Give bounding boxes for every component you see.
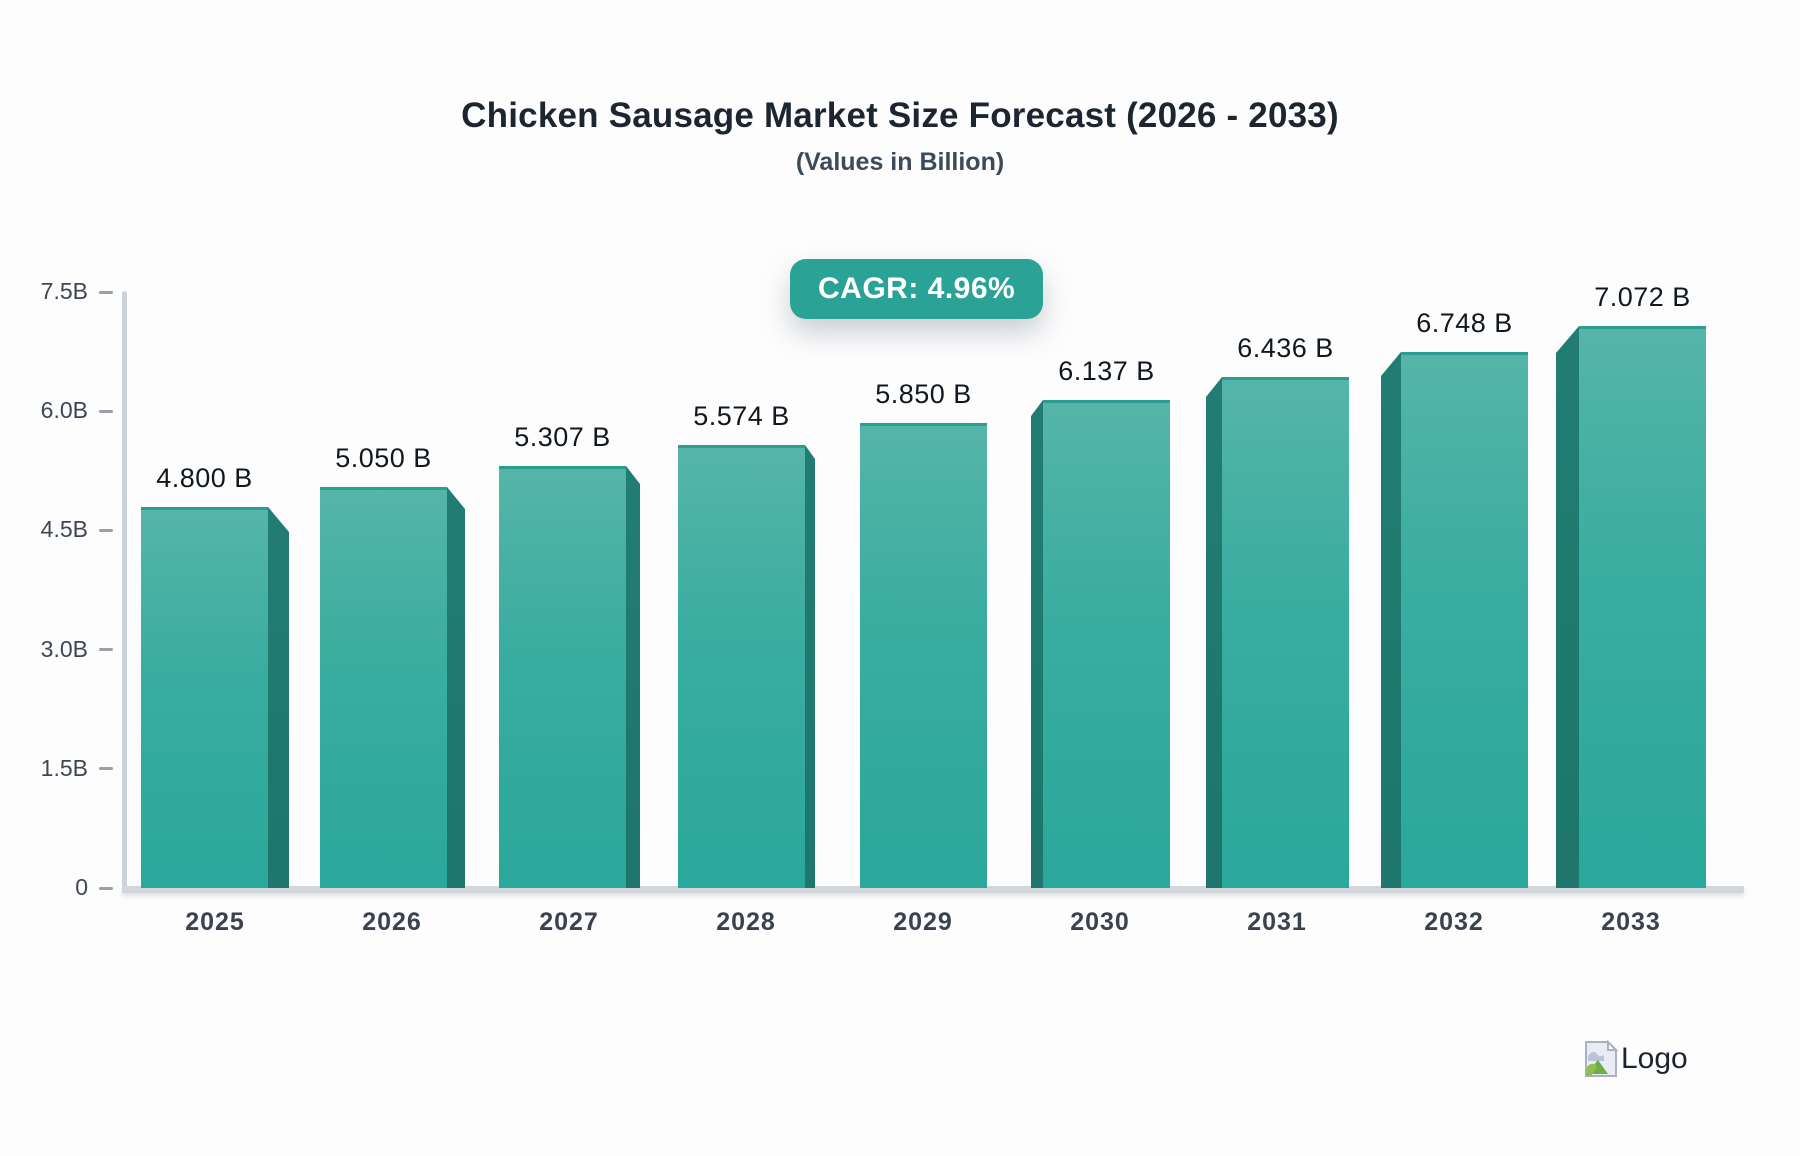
y-axis-label: 0 xyxy=(75,874,88,900)
bar-face xyxy=(1043,400,1170,888)
bar-value-label: 5.574 B xyxy=(693,401,790,431)
bar-side-face xyxy=(1031,400,1043,888)
bar-2025 xyxy=(141,507,289,888)
x-axis-label: 2028 xyxy=(716,908,776,936)
bar-2029 xyxy=(860,423,987,888)
bar-value-label: 4.800 B xyxy=(156,463,253,493)
x-axis-label: 2031 xyxy=(1247,908,1307,936)
bar-face xyxy=(678,445,805,888)
x-axis-label: 2030 xyxy=(1070,908,1130,936)
y-axis-tick xyxy=(99,409,113,413)
chart-title: Chicken Sausage Market Size Forecast (20… xyxy=(461,96,1339,135)
logo-footer: Logo xyxy=(1583,1040,1688,1078)
bar-side-face xyxy=(1556,326,1579,888)
bar-side-face xyxy=(268,507,289,888)
y-axis-tick xyxy=(99,648,113,652)
y-axis-label: 1.5B xyxy=(40,754,88,781)
bar-2030 xyxy=(1031,400,1170,888)
bar-2026 xyxy=(320,487,465,888)
y-axis-tick xyxy=(99,528,113,532)
x-axis-label: 2025 xyxy=(185,908,245,936)
bar-2031 xyxy=(1206,377,1349,888)
bar-2032 xyxy=(1381,352,1528,888)
y-axis-tick xyxy=(99,767,113,771)
x-axis-baseline xyxy=(122,886,1744,893)
logo-alt-text: Logo xyxy=(1621,1042,1688,1075)
bar-face xyxy=(860,423,987,888)
bar-side-face xyxy=(1206,377,1222,888)
bar-face xyxy=(499,466,626,888)
bar-side-face xyxy=(626,466,640,888)
bar-value-label: 5.050 B xyxy=(335,443,432,473)
x-axis-label: 2029 xyxy=(893,908,953,936)
bar-side-face xyxy=(447,487,465,888)
y-axis-label: 4.5B xyxy=(40,516,88,543)
cagr-badge: CAGR: 4.96% xyxy=(790,259,1044,319)
chart-subtitle: (Values in Billion) xyxy=(795,148,1005,176)
bar-value-label: 6.137 B xyxy=(1058,356,1155,386)
bar-face xyxy=(1579,326,1706,888)
bar-value-label: 6.436 B xyxy=(1237,333,1334,363)
bar-value-label: 7.072 B xyxy=(1594,282,1691,312)
bar-face xyxy=(1401,352,1528,888)
bar-2033 xyxy=(1556,326,1706,888)
y-axis-label: 6.0B xyxy=(40,397,88,424)
bar-face xyxy=(1222,377,1349,888)
bar-face xyxy=(141,507,268,888)
bar-value-label: 6.748 B xyxy=(1416,308,1513,338)
x-axis-label: 2027 xyxy=(539,908,599,936)
bar-value-label: 5.850 B xyxy=(875,379,972,409)
y-axis-label: 7.5B xyxy=(40,278,88,304)
bar-2027 xyxy=(499,466,640,888)
bar-side-face xyxy=(805,445,815,888)
y-axis-label: 3.0B xyxy=(40,635,88,662)
bar-2028 xyxy=(678,445,815,888)
bar-value-label: 5.307 B xyxy=(514,422,611,452)
broken-image-icon xyxy=(1585,1040,1619,1077)
y-axis-line xyxy=(122,291,127,888)
x-axis-label: 2026 xyxy=(362,908,422,936)
x-axis-label: 2032 xyxy=(1424,908,1484,936)
bar-side-face xyxy=(1381,352,1401,888)
bar-face xyxy=(320,487,447,888)
y-axis-tick xyxy=(99,290,113,294)
y-axis-tick xyxy=(99,886,113,890)
x-axis-label: 2033 xyxy=(1601,908,1661,936)
